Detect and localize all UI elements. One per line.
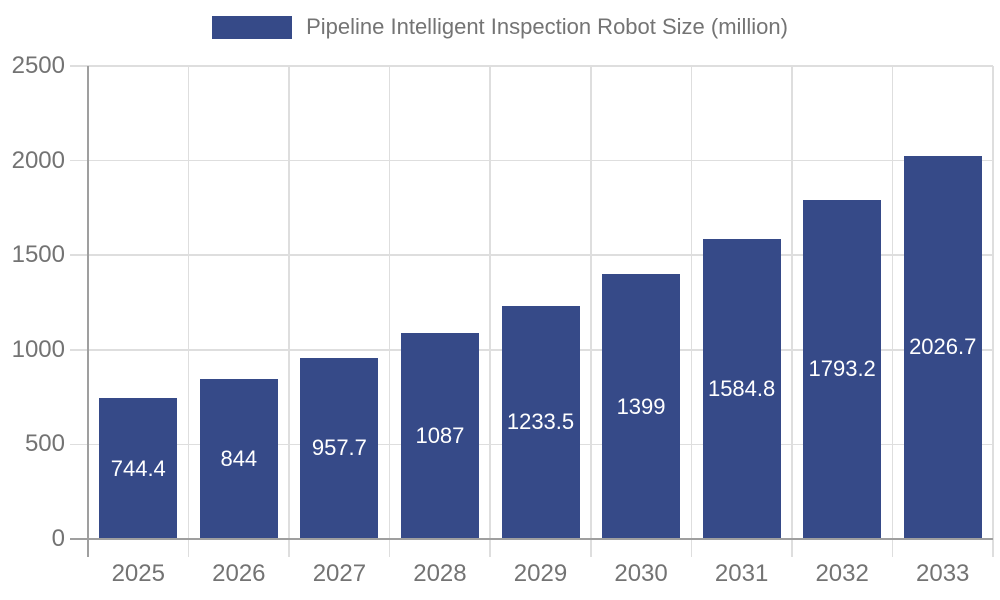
gridline-vertical <box>992 66 994 539</box>
bar-value-label: 1087 <box>415 423 465 449</box>
x-axis-tick <box>590 539 592 557</box>
y-axis-tick <box>70 159 88 162</box>
bar-value-label: 1793.2 <box>808 356 876 382</box>
y-axis-line <box>87 66 89 557</box>
x-axis-tick <box>187 539 190 557</box>
bar-value-label: 1399 <box>616 393 666 419</box>
bar-value-label: 744.4 <box>110 455 166 481</box>
gridline-horizontal <box>88 254 993 256</box>
gridline-vertical <box>590 66 592 539</box>
y-tick-label: 1000 <box>11 335 65 363</box>
gridline-vertical <box>690 66 693 539</box>
y-tick-label: 500 <box>24 430 65 458</box>
x-axis-tick <box>288 539 290 557</box>
gridline-vertical <box>791 66 793 539</box>
x-axis-tick <box>388 539 391 557</box>
bar-2033 <box>903 155 982 539</box>
x-axis-tick <box>791 539 793 557</box>
gridline-vertical <box>388 66 391 539</box>
x-axis-tick <box>489 539 491 557</box>
x-tick-label: 2027 <box>312 560 367 587</box>
bar-value-label: 2026.7 <box>909 334 977 360</box>
x-tick-label: 2029 <box>513 560 568 587</box>
y-tick-label: 1500 <box>11 241 65 269</box>
x-axis-tick <box>992 539 994 557</box>
x-tick-label: 2031 <box>714 560 769 587</box>
y-axis-tick <box>70 254 88 256</box>
y-axis-tick <box>70 349 88 351</box>
y-axis-tick <box>70 443 88 446</box>
bar-2025 <box>99 398 178 539</box>
y-tick-label: 2500 <box>11 52 65 79</box>
x-axis-tick <box>690 539 693 557</box>
gridline-horizontal <box>88 65 993 67</box>
x-axis-tick <box>891 539 894 557</box>
x-tick-label: 2030 <box>614 560 668 587</box>
bar-value-label: 1584.8 <box>707 376 776 402</box>
bar-2028 <box>400 333 479 539</box>
y-axis-tick <box>70 65 88 67</box>
legend-label: Pipeline Intelligent Inspection Robot Si… <box>306 14 788 39</box>
gridline-vertical <box>288 66 290 539</box>
bar-value-label: 1233.5 <box>506 409 575 435</box>
chart-legend: Pipeline Intelligent Inspection Robot Si… <box>0 14 1000 40</box>
bar-2032 <box>803 199 882 539</box>
x-tick-label: 2025 <box>111 560 165 587</box>
bar-2029 <box>501 305 580 539</box>
bar-2026 <box>199 379 278 539</box>
x-tick-label: 2032 <box>815 560 869 587</box>
x-tick-label: 2026 <box>212 560 266 587</box>
bar-value-label: 957.7 <box>311 435 367 461</box>
gridline-vertical <box>891 66 894 539</box>
bar-2031 <box>702 239 781 539</box>
bar-2027 <box>300 357 379 539</box>
gridline-horizontal <box>88 159 993 162</box>
legend-swatch <box>212 15 293 39</box>
x-tick-label: 2033 <box>916 560 970 587</box>
y-tick-label: 2000 <box>11 146 65 174</box>
bar-2030 <box>602 274 681 539</box>
y-tick-label: 0 <box>51 525 65 552</box>
x-axis-line <box>70 538 993 540</box>
bar-value-label: 844 <box>220 446 258 472</box>
gridline-vertical <box>489 66 491 539</box>
gridline-vertical <box>187 66 190 539</box>
x-tick-label: 2028 <box>413 560 467 587</box>
